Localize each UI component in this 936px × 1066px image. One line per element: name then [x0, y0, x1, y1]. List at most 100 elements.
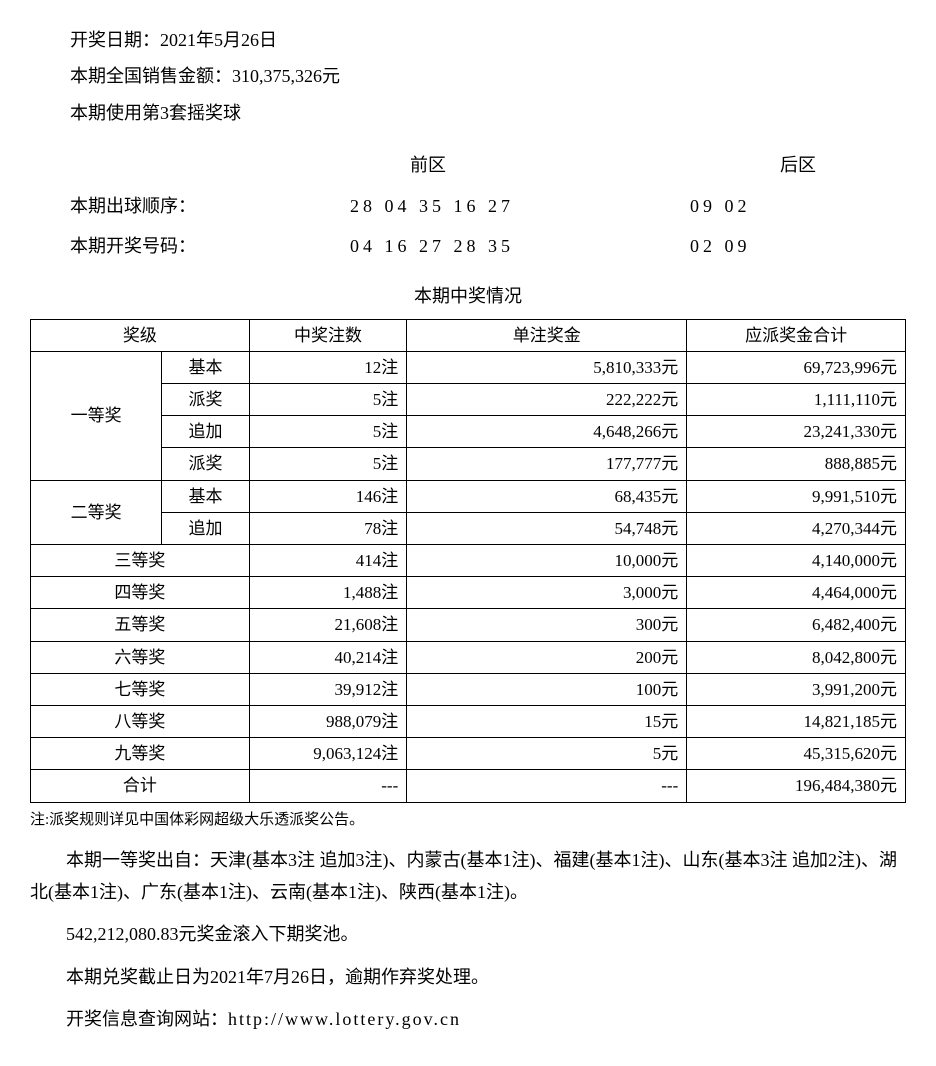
winning-numbers-front: 04 16 27 28 35	[350, 230, 690, 262]
draw-date-value: 2021年5月26日	[160, 30, 277, 50]
ball-order-row: 本期出球顺序： 28 04 35 16 27 09 02	[30, 190, 906, 222]
table-header-row: 奖级 中奖注数 单注奖金 应派奖金合计	[31, 319, 906, 351]
sum-row: 合计 --- --- 196,484,380元	[31, 770, 906, 802]
tier1-total: 1,111,110元	[687, 384, 906, 416]
prize-per: 300元	[407, 609, 687, 641]
zone-headers: 前区 后区	[30, 149, 906, 181]
sales-value: 310,375,326元	[232, 66, 340, 86]
tier1-sub: 派奖	[162, 448, 250, 480]
prize-per: 3,000元	[407, 577, 687, 609]
header-total: 应派奖金合计	[687, 319, 906, 351]
tier2-count: 78注	[249, 512, 407, 544]
tier2-count: 146注	[249, 480, 407, 512]
claim-deadline: 本期兑奖截止日为2021年7月26日，逾期作弃奖处理。	[30, 961, 906, 993]
number-section: 前区 后区 本期出球顺序： 28 04 35 16 27 09 02 本期开奖号…	[30, 149, 906, 262]
prize-per: 15元	[407, 705, 687, 737]
ball-order-back: 09 02	[690, 190, 906, 222]
prize-count: 39,912注	[249, 673, 407, 705]
prize-name: 七等奖	[31, 673, 250, 705]
prize-name: 八等奖	[31, 705, 250, 737]
tier2-per: 68,435元	[407, 480, 687, 512]
prize-name: 九等奖	[31, 738, 250, 770]
prize-name: 三等奖	[31, 545, 250, 577]
table-row: 一等奖 基本 12注 5,810,333元 69,723,996元	[31, 351, 906, 383]
tier2-per: 54,748元	[407, 512, 687, 544]
table-row: 二等奖 基本 146注 68,435元 9,991,510元	[31, 480, 906, 512]
prize-per: 10,000元	[407, 545, 687, 577]
sum-total: 196,484,380元	[687, 770, 906, 802]
sum-count: ---	[249, 770, 407, 802]
table-row: 四等奖1,488注3,000元4,464,000元	[31, 577, 906, 609]
tier1-count: 5注	[249, 448, 407, 480]
prize-total: 8,042,800元	[687, 641, 906, 673]
tier2-sub: 基本	[162, 480, 250, 512]
sales-label: 本期全国销售金额：	[70, 66, 232, 86]
prize-total: 4,464,000元	[687, 577, 906, 609]
table-row: 八等奖988,079注15元14,821,185元	[31, 705, 906, 737]
prize-name: 五等奖	[31, 609, 250, 641]
prize-count: 414注	[249, 545, 407, 577]
prize-count: 21,608注	[249, 609, 407, 641]
tier1-total: 69,723,996元	[687, 351, 906, 383]
tier1-count: 5注	[249, 384, 407, 416]
prize-count: 988,079注	[249, 705, 407, 737]
tier1-total: 23,241,330元	[687, 416, 906, 448]
prize-total: 14,821,185元	[687, 705, 906, 737]
tier2-label: 二等奖	[31, 480, 162, 544]
draw-date-label: 开奖日期：	[70, 30, 160, 50]
header-per-prize: 单注奖金	[407, 319, 687, 351]
sum-per: ---	[407, 770, 687, 802]
prize-count: 40,214注	[249, 641, 407, 673]
table-row: 七等奖39,912注100元3,991,200元	[31, 673, 906, 705]
rollover-amount: 542,212,080.83元奖金滚入下期奖池。	[30, 918, 906, 950]
tier1-per: 4,648,266元	[407, 416, 687, 448]
ball-order-front: 28 04 35 16 27	[350, 190, 690, 222]
tier2-total: 9,991,510元	[687, 480, 906, 512]
tier1-count: 5注	[249, 416, 407, 448]
table-row: 六等奖40,214注200元8,042,800元	[31, 641, 906, 673]
tier1-sub: 基本	[162, 351, 250, 383]
front-zone-header: 前区	[350, 149, 750, 181]
prize-total: 45,315,620元	[687, 738, 906, 770]
tier1-per: 177,777元	[407, 448, 687, 480]
table-row: 派奖 5注 222,222元 1,111,110元	[31, 384, 906, 416]
table-row: 五等奖21,608注300元6,482,400元	[31, 609, 906, 641]
prize-per: 200元	[407, 641, 687, 673]
tier2-sub: 追加	[162, 512, 250, 544]
prize-table: 奖级 中奖注数 单注奖金 应派奖金合计 一等奖 基本 12注 5,810,333…	[30, 319, 906, 803]
winners-origin: 本期一等奖出自：天津(基本3注 追加3注)、内蒙古(基本1注)、福建(基本1注)…	[30, 844, 906, 909]
website-label: 开奖信息查询网站：	[66, 1009, 228, 1029]
prize-per: 100元	[407, 673, 687, 705]
table-row: 三等奖414注10,000元4,140,000元	[31, 545, 906, 577]
prize-total: 3,991,200元	[687, 673, 906, 705]
header-prize-level: 奖级	[31, 319, 250, 351]
table-row: 追加 78注 54,748元 4,270,344元	[31, 512, 906, 544]
ball-set: 本期使用第3套摇奖球	[70, 97, 906, 129]
sales-amount: 本期全国销售金额：310,375,326元	[70, 60, 906, 92]
tier1-per: 5,810,333元	[407, 351, 687, 383]
tier1-sub: 追加	[162, 416, 250, 448]
tier2-total: 4,270,344元	[687, 512, 906, 544]
tier1-total: 888,885元	[687, 448, 906, 480]
prize-count: 1,488注	[249, 577, 407, 609]
header-count: 中奖注数	[249, 319, 407, 351]
winning-numbers-label: 本期开奖号码：	[30, 230, 350, 262]
tier1-count: 12注	[249, 351, 407, 383]
tier1-label: 一等奖	[31, 351, 162, 480]
sum-label: 合计	[31, 770, 250, 802]
table-title: 本期中奖情况	[30, 280, 906, 312]
table-row: 追加 5注 4,648,266元 23,241,330元	[31, 416, 906, 448]
prize-total: 4,140,000元	[687, 545, 906, 577]
ball-order-label: 本期出球顺序：	[30, 190, 350, 222]
website-url: http://www.lottery.gov.cn	[228, 1009, 461, 1029]
tier1-per: 222,222元	[407, 384, 687, 416]
tier1-sub: 派奖	[162, 384, 250, 416]
prize-count: 9,063,124注	[249, 738, 407, 770]
prize-per: 5元	[407, 738, 687, 770]
info-website: 开奖信息查询网站：http://www.lottery.gov.cn	[30, 1003, 906, 1035]
winning-numbers-row: 本期开奖号码： 04 16 27 28 35 02 09	[30, 230, 906, 262]
prize-name: 六等奖	[31, 641, 250, 673]
prize-name: 四等奖	[31, 577, 250, 609]
back-zone-header: 后区	[750, 149, 906, 181]
winning-numbers-back: 02 09	[690, 230, 906, 262]
